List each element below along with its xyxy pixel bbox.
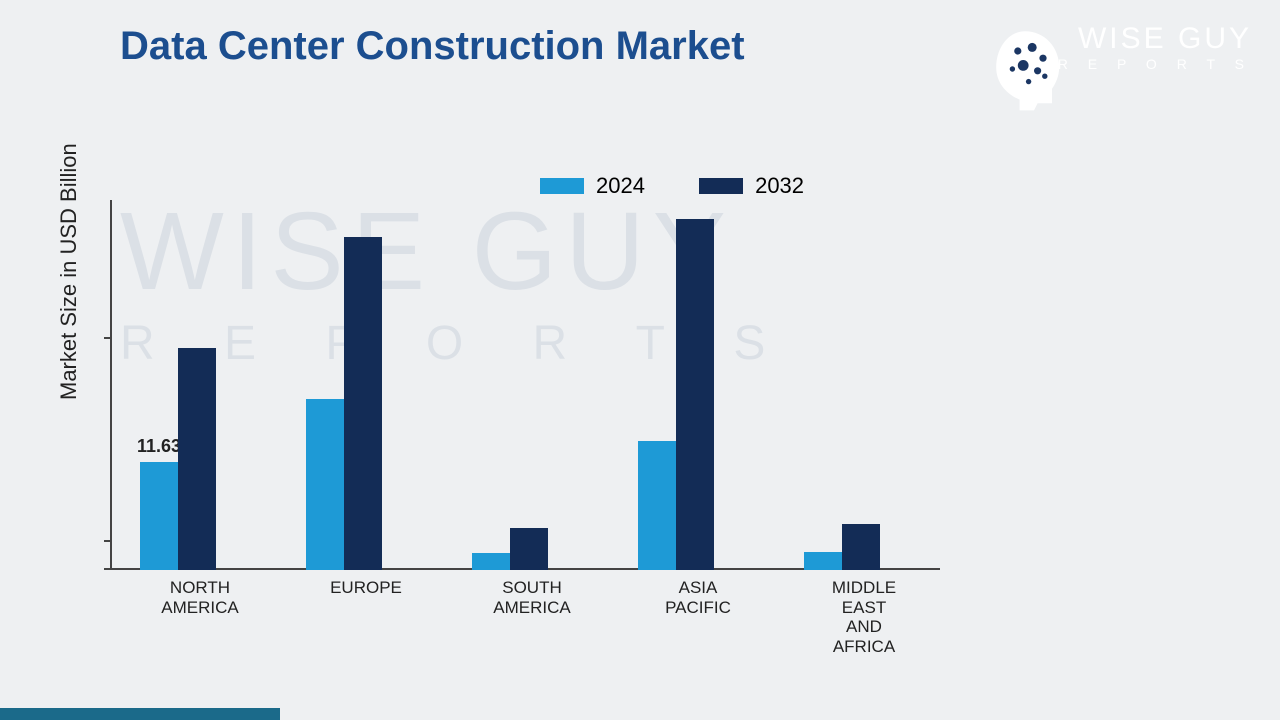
category-label: SOUTHAMERICA (462, 578, 602, 617)
y-tick (104, 568, 110, 570)
bar-2032 (842, 524, 880, 570)
bar-2032 (510, 528, 548, 570)
canvas: WISE GUY R E P O R T S Data Center Const… (0, 0, 1280, 720)
bar-2032 (676, 219, 714, 571)
brand-text: WISE GUY R E P O R T S (1058, 22, 1252, 72)
category-label: ASIAPACIFIC (628, 578, 768, 617)
page-title: Data Center Construction Market (120, 24, 745, 69)
legend-swatch-2032 (699, 178, 743, 194)
y-tick (104, 540, 110, 542)
bar-2024 (804, 552, 842, 571)
legend-label-2024: 2024 (596, 173, 645, 198)
bar-2032 (344, 237, 382, 570)
category-label: EUROPE (296, 578, 436, 598)
bar-2024 (306, 399, 344, 570)
category-label: MIDDLEEASTANDAFRICA (794, 578, 934, 656)
brand-line1: WISE GUY (1058, 22, 1252, 56)
legend: 2024 2032 (540, 172, 852, 199)
category-label: NORTHAMERICA (130, 578, 270, 617)
bar-value-label: 11.63 (137, 436, 181, 457)
brand-line2: R E P O R T S (1058, 56, 1252, 72)
legend-swatch-2024 (540, 178, 584, 194)
bar-2024 (638, 441, 676, 571)
bar-chart: 11.63NORTHAMERICAEUROPESOUTHAMERICAASIAP… (110, 200, 940, 570)
bar-2024 (472, 553, 510, 570)
bar-2032 (178, 348, 216, 570)
footer-accent-bar (0, 708, 280, 720)
bar-2024: 11.63 (140, 462, 178, 570)
brand-head-icon (980, 24, 1070, 114)
y-tick (104, 337, 110, 339)
legend-label-2032: 2032 (755, 173, 804, 198)
y-axis-label: Market Size in USD Billion (56, 143, 82, 400)
y-axis (110, 200, 112, 570)
